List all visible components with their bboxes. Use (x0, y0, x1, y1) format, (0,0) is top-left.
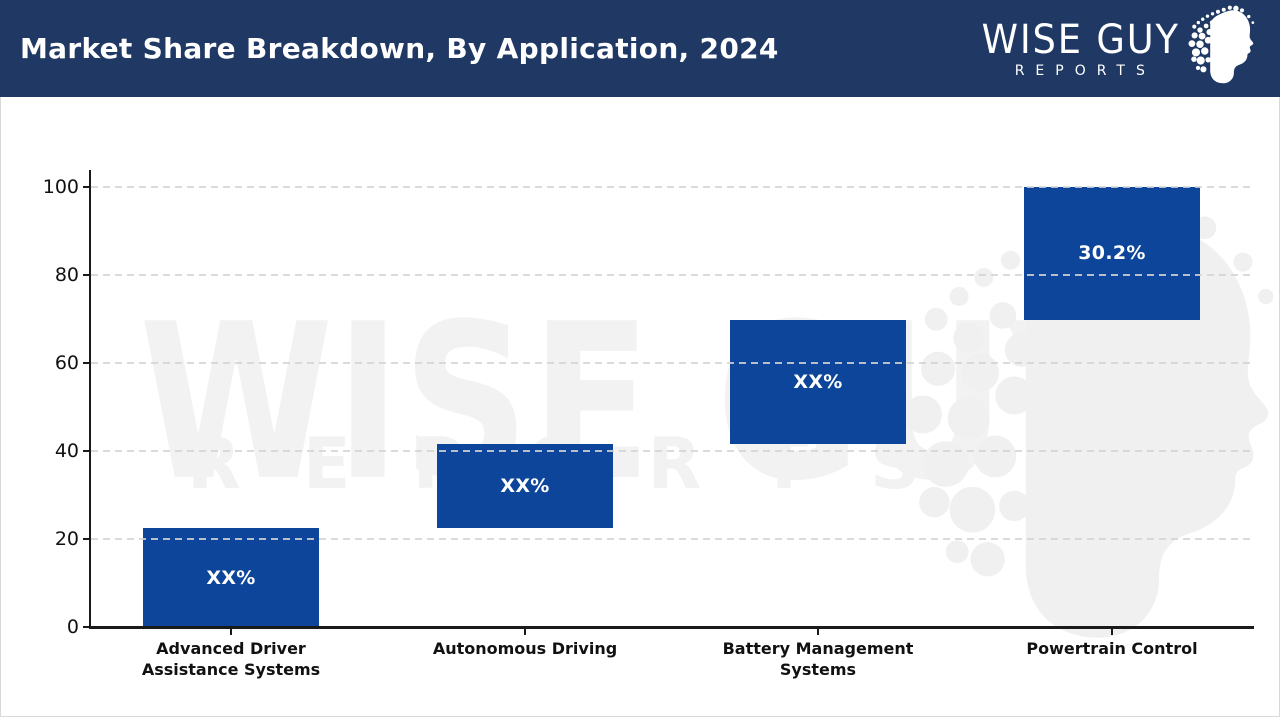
y-axis-tick-label: 20 (54, 528, 79, 550)
y-axis-tick-label: 40 (54, 440, 79, 462)
y-axis-tick (83, 274, 90, 276)
x-axis-tick (817, 629, 819, 635)
page-title: Market Share Breakdown, By Application, … (20, 32, 779, 65)
brand-subtitle: REPORTS (1014, 62, 1156, 79)
x-axis-tick (524, 629, 526, 635)
y-axis-tick-label: 80 (54, 264, 79, 286)
gridline (91, 538, 1254, 540)
y-axis-tick-label: 100 (42, 176, 79, 198)
bar-value-label: 30.2% (1078, 242, 1146, 265)
bar: 30.2% (1024, 187, 1200, 320)
header: Market Share Breakdown, By Application, … (0, 0, 1280, 97)
brand-logo: WISE GUY REPORTS (973, 5, 1266, 93)
brand-name: WISE GUY (981, 16, 1180, 63)
x-axis-line (89, 626, 1254, 629)
x-axis-category-label: Powertrain Control (1026, 639, 1198, 658)
bar: XX% (437, 443, 613, 528)
x-axis-tick (230, 629, 232, 635)
x-axis-category-label: Battery Management Systems (722, 639, 914, 680)
head-profile-dots-icon (1188, 5, 1255, 83)
brand-logo-text: WISE GUY REPORTS (973, 20, 1188, 78)
gridline (91, 274, 1254, 276)
bar-value-label: XX% (793, 370, 843, 393)
y-axis-tick (83, 626, 90, 628)
bar-value-label: XX% (206, 566, 256, 589)
gridline (91, 362, 1254, 364)
y-axis-tick (83, 186, 90, 188)
y-axis-line (89, 170, 91, 629)
bar: XX% (143, 528, 319, 627)
y-axis-tick-label: 60 (54, 352, 79, 374)
x-axis-category-label: Autonomous Driving (432, 639, 618, 658)
y-axis-tick-label: 0 (66, 616, 79, 638)
y-axis-tick (83, 538, 90, 540)
x-axis-tick (1111, 629, 1113, 635)
y-axis-tick (83, 450, 90, 452)
y-axis-tick (83, 362, 90, 364)
x-axis-category-label: Advanced Driver Assistance Systems (141, 639, 321, 680)
bar-value-label: XX% (500, 474, 550, 497)
gridline (91, 186, 1254, 188)
gridline (91, 450, 1254, 452)
bar: XX% (730, 319, 906, 444)
